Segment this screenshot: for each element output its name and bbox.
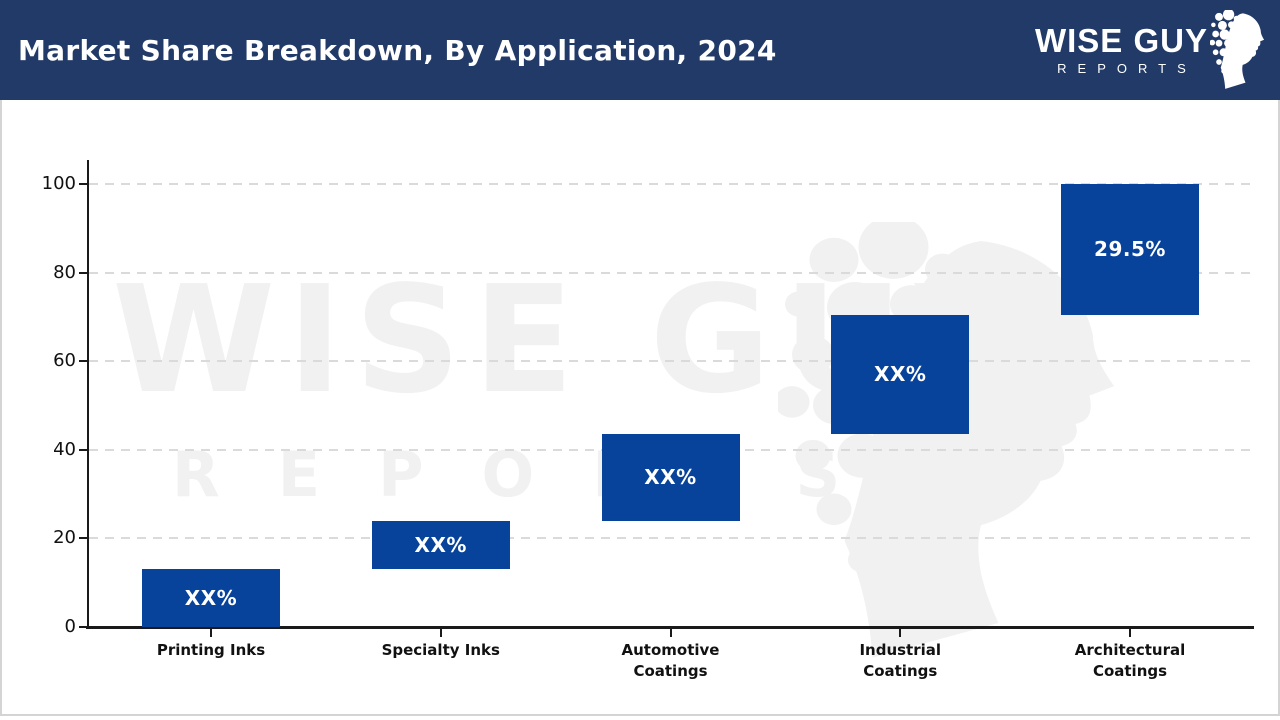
bar-value-label: XX% (874, 362, 927, 387)
bar: XX% (142, 569, 280, 627)
bar-value-label: XX% (414, 533, 467, 558)
bar: XX% (371, 520, 510, 570)
bar-value-label: 29.5% (1094, 237, 1166, 262)
category-label: Printing Inks (156, 641, 266, 659)
brand-logo: WISE GUY REPORTS (1035, 8, 1272, 92)
x-axis-line (86, 626, 1254, 629)
gridline (89, 537, 1253, 540)
brand-logo-text: WISE GUY REPORTS (1035, 24, 1208, 76)
y-axis-tick-label: 0 (64, 616, 76, 637)
y-axis-tick (79, 448, 88, 451)
x-axis-tick (1129, 629, 1131, 637)
bar: XX% (601, 434, 740, 521)
bar-value-label: XX% (644, 465, 697, 490)
y-axis-tick-label: 40 (53, 438, 76, 460)
gridline (89, 271, 1253, 274)
y-axis-tick-label: 80 (53, 261, 76, 283)
y-axis-tick (79, 626, 88, 628)
x-axis-tick (439, 629, 442, 637)
category-label: Architectural Coatings (1074, 641, 1186, 680)
brand-subname: REPORTS (1057, 61, 1197, 76)
gridline (89, 360, 1253, 363)
y-axis-line (87, 160, 89, 628)
category-label: Industrial Coatings (859, 641, 942, 680)
y-axis-tick-label: 60 (53, 350, 76, 372)
category-label: Automotive Coatings (621, 641, 720, 680)
y-axis-tick (79, 271, 88, 274)
x-axis-tick (210, 629, 212, 637)
page-title: Market Share Breakdown, By Application, … (18, 33, 777, 67)
x-axis-tick (899, 629, 902, 637)
gridline (89, 183, 1253, 185)
y-axis-tick (79, 360, 88, 363)
bar: XX% (831, 314, 970, 435)
x-axis-tick (669, 629, 672, 637)
category-label: Specialty Inks (381, 641, 500, 659)
bar-value-label: XX% (184, 586, 238, 611)
dotted-head-profile-icon (1210, 10, 1265, 89)
y-axis-tick (79, 183, 88, 185)
y-axis-tick (79, 537, 88, 540)
brand-name: WISE GUY (1034, 22, 1208, 59)
header-bar: Market Share Breakdown, By Application, … (0, 0, 1280, 100)
y-axis-tick-label: 100 (41, 173, 76, 194)
y-axis-tick-label: 20 (53, 527, 76, 549)
bar: 29.5% (1061, 184, 1199, 315)
